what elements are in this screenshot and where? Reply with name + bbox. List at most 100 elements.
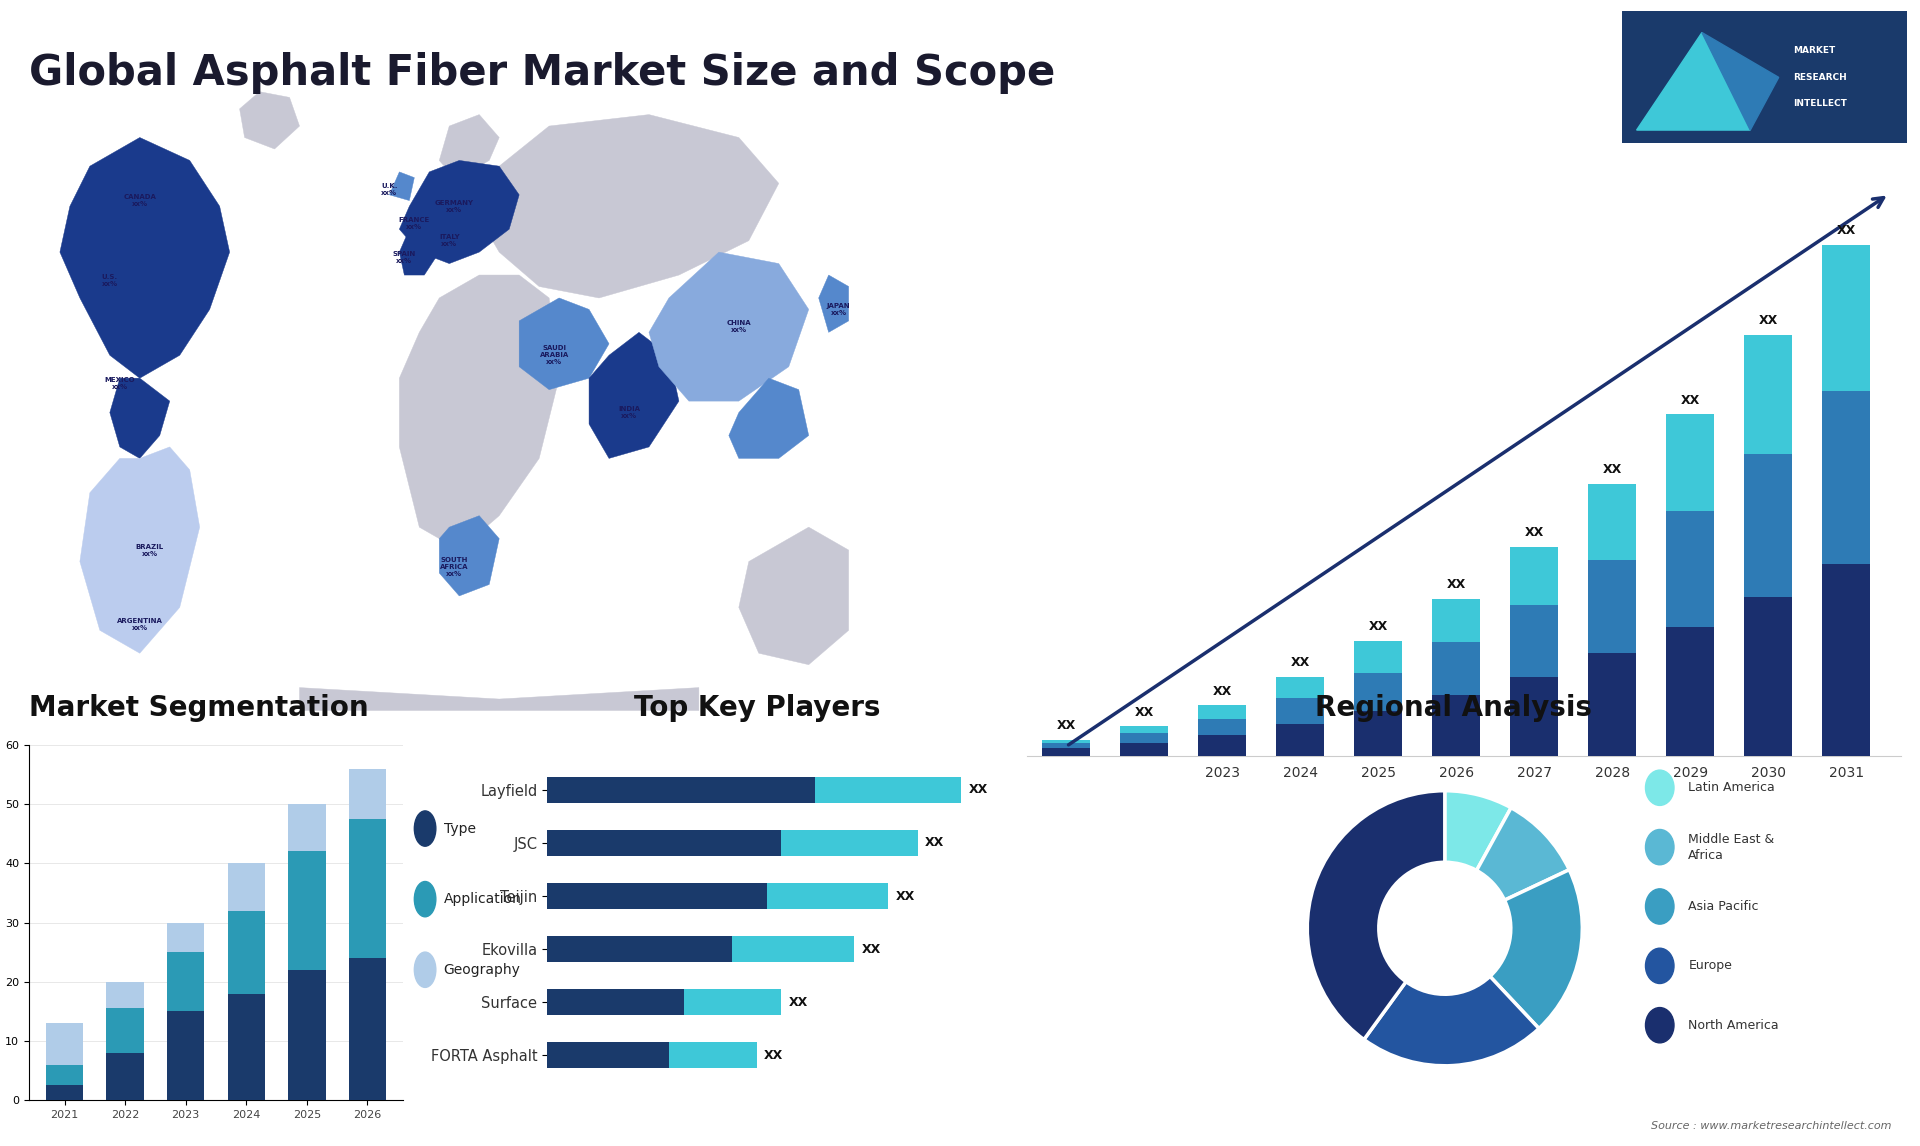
Polygon shape	[399, 160, 518, 264]
Text: XX: XX	[1759, 314, 1778, 327]
Bar	[1277, 698, 1325, 724]
Bar	[227, 911, 265, 994]
Bar	[1588, 653, 1636, 756]
Polygon shape	[739, 527, 849, 665]
Bar	[766, 882, 889, 909]
Text: XX: XX	[1837, 225, 1857, 237]
Text: ITALY
xx%: ITALY xx%	[440, 234, 459, 248]
Bar	[1198, 719, 1246, 735]
Bar	[349, 958, 386, 1100]
Text: XX: XX	[1680, 394, 1699, 407]
Circle shape	[1645, 830, 1674, 865]
Bar	[1277, 724, 1325, 756]
Circle shape	[1645, 889, 1674, 924]
Text: CHINA
xx%: CHINA xx%	[726, 320, 751, 333]
Wedge shape	[1308, 791, 1446, 1039]
Polygon shape	[440, 115, 499, 172]
Text: XX: XX	[970, 784, 989, 796]
Polygon shape	[1622, 11, 1907, 143]
Wedge shape	[1476, 808, 1569, 900]
Bar	[1043, 740, 1091, 743]
Bar	[547, 989, 684, 1015]
Text: XX: XX	[1524, 526, 1544, 539]
Bar	[1743, 597, 1793, 756]
Wedge shape	[1490, 870, 1582, 1028]
Text: XX: XX	[1213, 684, 1233, 698]
Wedge shape	[1444, 791, 1511, 871]
Text: XX: XX	[1290, 656, 1309, 669]
Bar	[1432, 642, 1480, 696]
Polygon shape	[300, 688, 699, 711]
Circle shape	[1645, 948, 1674, 983]
Polygon shape	[649, 252, 808, 401]
Bar	[1822, 245, 1870, 391]
Text: Europe: Europe	[1688, 959, 1732, 972]
Polygon shape	[81, 447, 200, 653]
Polygon shape	[1636, 32, 1751, 131]
Polygon shape	[518, 298, 609, 390]
Text: SOUTH
AFRICA
xx%: SOUTH AFRICA xx%	[440, 557, 468, 578]
Polygon shape	[440, 516, 499, 596]
Text: Top Key Players: Top Key Players	[634, 694, 879, 722]
Bar	[1509, 676, 1559, 756]
Text: JAPAN
xx%: JAPAN xx%	[828, 303, 851, 316]
Polygon shape	[589, 332, 680, 458]
Bar	[1509, 605, 1559, 676]
Text: BRAZIL
xx%: BRAZIL xx%	[136, 543, 163, 557]
Text: Source : www.marketresearchintellect.com: Source : www.marketresearchintellect.com	[1651, 1121, 1891, 1131]
Bar	[1743, 335, 1793, 454]
Bar	[288, 851, 326, 970]
Polygon shape	[480, 115, 780, 298]
Polygon shape	[390, 172, 415, 201]
Text: XX: XX	[789, 996, 808, 1008]
Bar	[1043, 743, 1091, 748]
Bar	[227, 994, 265, 1100]
Circle shape	[415, 952, 436, 988]
Bar	[1354, 641, 1402, 673]
Polygon shape	[399, 275, 559, 550]
Text: XX: XX	[1056, 719, 1075, 732]
Bar	[781, 830, 918, 856]
Bar	[668, 1042, 756, 1068]
Bar	[547, 1042, 668, 1068]
Polygon shape	[818, 275, 849, 332]
Polygon shape	[240, 92, 300, 149]
Text: U.K.
xx%: U.K. xx%	[382, 182, 397, 196]
Bar	[1432, 599, 1480, 642]
Bar	[1588, 560, 1636, 653]
Text: Type: Type	[444, 822, 476, 835]
Text: XX: XX	[1446, 579, 1465, 591]
Bar	[1119, 743, 1169, 756]
Circle shape	[415, 811, 436, 846]
Circle shape	[1645, 1007, 1674, 1043]
Bar	[167, 923, 205, 952]
Text: Application: Application	[444, 892, 522, 906]
Text: CANADA
xx%: CANADA xx%	[123, 194, 156, 207]
Bar	[684, 989, 781, 1015]
Bar	[288, 970, 326, 1100]
Bar	[106, 1053, 144, 1100]
Text: SPAIN
xx%: SPAIN xx%	[394, 251, 417, 265]
Polygon shape	[109, 378, 169, 458]
Bar	[106, 1008, 144, 1053]
Text: Geography: Geography	[444, 963, 520, 976]
Circle shape	[1645, 770, 1674, 806]
Text: XX: XX	[862, 942, 881, 956]
Bar	[1119, 733, 1169, 743]
Bar	[732, 936, 854, 963]
Text: MARKET: MARKET	[1793, 47, 1836, 55]
Bar	[1354, 673, 1402, 712]
Text: XX: XX	[1135, 706, 1154, 719]
Polygon shape	[399, 229, 440, 275]
Text: Asia Pacific: Asia Pacific	[1688, 900, 1759, 913]
Text: ARGENTINA
xx%: ARGENTINA xx%	[117, 618, 163, 631]
Bar	[46, 1085, 83, 1100]
Text: FRANCE
xx%: FRANCE xx%	[399, 217, 430, 230]
Polygon shape	[1701, 32, 1778, 131]
Text: Global Asphalt Fiber Market Size and Scope: Global Asphalt Fiber Market Size and Sco…	[29, 52, 1056, 94]
Bar	[1043, 748, 1091, 756]
Text: Market Segmentation: Market Segmentation	[29, 694, 369, 722]
Bar	[349, 769, 386, 819]
Bar	[1119, 727, 1169, 733]
Bar	[1198, 735, 1246, 756]
